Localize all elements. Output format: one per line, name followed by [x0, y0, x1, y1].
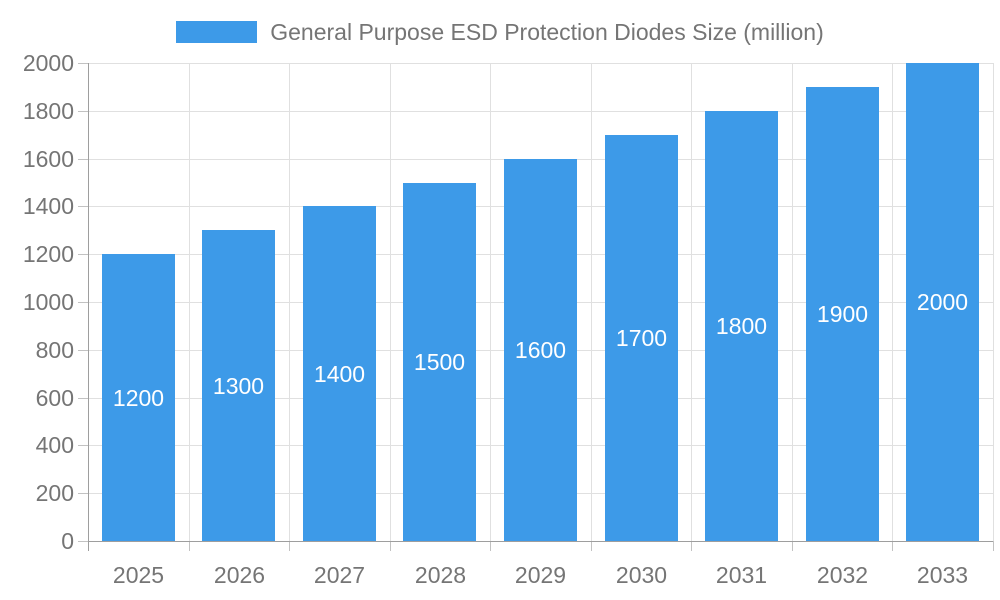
- y-axis-tick: [78, 445, 88, 446]
- gridline-vertical: [390, 63, 391, 541]
- x-tick-label: 2026: [213, 562, 266, 588]
- x-axis-tick: [490, 541, 491, 551]
- y-axis-tick: [78, 254, 88, 255]
- y-tick-label: 1200: [22, 241, 74, 267]
- x-tick-label: 2032: [816, 562, 869, 588]
- x-axis-line: [88, 541, 993, 542]
- bar-2025[interactable]: 1200: [102, 254, 175, 541]
- gridline-vertical: [993, 63, 994, 541]
- y-tick-label: 1000: [22, 289, 74, 315]
- legend-swatch-icon: [176, 21, 258, 43]
- y-axis-tick: [78, 541, 88, 542]
- bar-2032[interactable]: 1900: [806, 87, 879, 541]
- bar-2031[interactable]: 1800: [705, 111, 778, 541]
- x-axis-tick: [892, 541, 893, 551]
- gridline-vertical: [591, 63, 592, 541]
- y-axis-tick: [78, 159, 88, 160]
- x-tick-label: 2028: [414, 562, 467, 588]
- legend-label: General Purpose ESD Protection Diodes Si…: [270, 19, 824, 45]
- bar-value-label: 1900: [816, 301, 869, 327]
- y-axis-tick: [78, 206, 88, 207]
- bar-2026[interactable]: 1300: [202, 230, 275, 541]
- x-tick-label: 2030: [615, 562, 668, 588]
- bar-value-label: 1400: [313, 361, 366, 387]
- y-axis-tick: [78, 398, 88, 399]
- x-tick-label: 2031: [715, 562, 768, 588]
- gridline-vertical: [691, 63, 692, 541]
- bar-2033[interactable]: 2000: [906, 63, 979, 541]
- chart-legend[interactable]: General Purpose ESD Protection Diodes Si…: [0, 19, 1000, 45]
- gridline-vertical: [289, 63, 290, 541]
- y-axis-tick: [78, 111, 88, 112]
- x-tick-label: 2029: [514, 562, 567, 588]
- y-axis-tick: [78, 63, 88, 64]
- y-tick-label: 1400: [22, 193, 74, 219]
- gridline-vertical: [490, 63, 491, 541]
- bar-value-label: 1500: [413, 349, 466, 375]
- x-tick-label: 2027: [313, 562, 366, 588]
- y-tick-label: 1600: [22, 146, 74, 172]
- x-tick-label: 2033: [916, 562, 969, 588]
- y-tick-label: 1800: [22, 98, 74, 124]
- x-axis-tick: [691, 541, 692, 551]
- y-axis-tick: [78, 302, 88, 303]
- bar-value-label: 1800: [715, 313, 768, 339]
- bar-value-label: 1600: [514, 337, 567, 363]
- y-axis-line: [88, 63, 89, 551]
- y-axis-tick: [78, 493, 88, 494]
- bar-value-label: 1200: [112, 385, 165, 411]
- gridline-horizontal: [88, 111, 993, 112]
- bar-value-label: 2000: [916, 289, 969, 315]
- x-tick-label: 2025: [112, 562, 165, 588]
- y-tick-label: 0: [61, 528, 74, 554]
- gridline-vertical: [189, 63, 190, 541]
- y-tick-label: 400: [35, 432, 74, 458]
- x-axis-tick: [289, 541, 290, 551]
- bar-2030[interactable]: 1700: [605, 135, 678, 541]
- bar-value-label: 1700: [615, 325, 668, 351]
- gridline-vertical: [792, 63, 793, 541]
- y-axis-tick: [78, 350, 88, 351]
- x-axis-tick: [189, 541, 190, 551]
- x-axis-tick: [390, 541, 391, 551]
- x-axis-tick: [591, 541, 592, 551]
- bar-2027[interactable]: 1400: [303, 206, 376, 541]
- y-tick-label: 800: [35, 337, 74, 363]
- bar-2029[interactable]: 1600: [504, 159, 577, 541]
- x-axis-tick: [792, 541, 793, 551]
- y-tick-label: 200: [35, 480, 74, 506]
- y-tick-label: 600: [35, 385, 74, 411]
- x-axis-tick: [993, 541, 994, 551]
- y-tick-label: 2000: [22, 50, 74, 76]
- bar-value-label: 1300: [212, 373, 265, 399]
- bar-2028[interactable]: 1500: [403, 183, 476, 541]
- gridline-vertical: [892, 63, 893, 541]
- gridline-horizontal: [88, 63, 993, 64]
